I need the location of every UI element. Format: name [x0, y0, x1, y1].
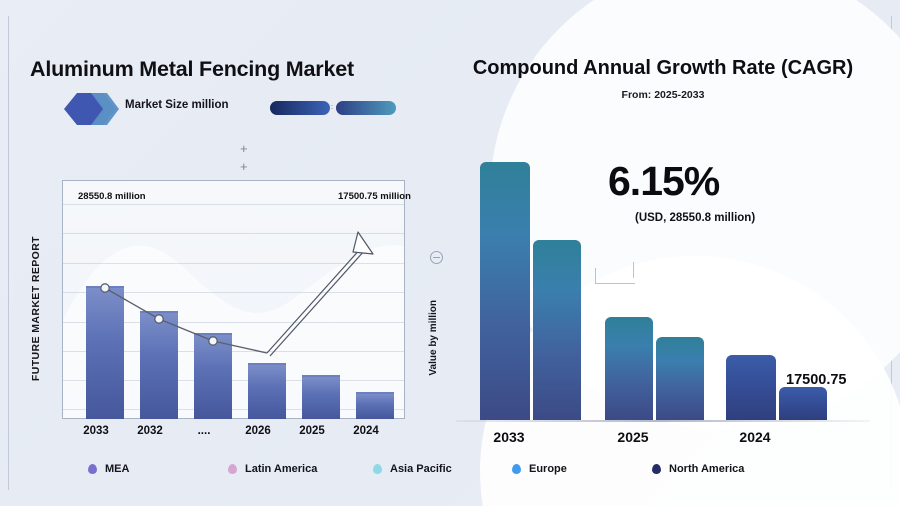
rbar-2033-a: [480, 162, 530, 420]
pointer-bracket-tail: [633, 262, 634, 278]
series-legend: MEA Latin America Asia Pacific Europe No…: [0, 463, 900, 489]
bar-2032: [140, 311, 178, 419]
minus-circle-icon: [430, 251, 443, 264]
x-tick-2026: 2026: [245, 425, 271, 437]
brand-axis-label: FUTURE MARKET REPORT: [30, 236, 42, 382]
right-end-value-label: 17500.75: [786, 372, 847, 388]
left-bars-group: [62, 180, 405, 419]
bar-2026: [248, 363, 286, 419]
legend-pill-separator: :: [331, 104, 333, 111]
y-axis-label: Value by million: [428, 300, 439, 376]
plus-marker-two: +: [240, 159, 248, 174]
legend-item-europe[interactable]: Europe: [512, 463, 567, 475]
plus-marker-one: +: [240, 141, 248, 156]
right-bars-group: [460, 140, 880, 420]
right-baseline: [456, 420, 870, 422]
cagr-title: Compound Annual Growth Rate (CAGR): [472, 57, 854, 79]
legend-pill-primary: [270, 101, 330, 115]
x-tick-2033: 2033: [83, 425, 109, 437]
cagr-subtitle: From: 2025-2033: [621, 89, 705, 101]
legend-item-north-america[interactable]: North America: [652, 463, 744, 475]
legend-pill-secondary: [336, 101, 396, 115]
rbar-2025-a: [605, 317, 653, 420]
legend-dot-icon-asia-pacific: [373, 464, 382, 474]
legend-item-asia-pacific[interactable]: Asia Pacific: [373, 463, 452, 475]
bar-2024: [356, 392, 394, 419]
rbar-2024-b: [779, 387, 827, 420]
bar-mid: [194, 333, 232, 419]
legend-label-europe: Europe: [529, 463, 567, 475]
legend-label-latin-america: Latin America: [245, 463, 318, 475]
legend-label-asia-pacific: Asia Pacific: [390, 463, 452, 475]
x-tick-2025: 2025: [299, 425, 325, 437]
legend-label-north-america: North America: [669, 463, 745, 475]
rbar-2024-a: [726, 355, 776, 420]
page-title: Aluminum Metal Fencing Market: [30, 57, 354, 81]
right-x-tick-2024: 2024: [739, 429, 771, 445]
growth-arrow-icon: [266, 231, 374, 357]
right-x-tick-2033: 2033: [493, 429, 525, 445]
x-tick-ellipsis: ....: [197, 425, 211, 437]
cagr-usd-note: (USD, 28550.8 million): [635, 212, 756, 224]
legend-item-latin-america[interactable]: Latin America: [228, 463, 317, 475]
hexagon-logo-icon: [64, 93, 119, 125]
pointer-bracket-shape: [595, 268, 635, 284]
legend-dot-icon-latin-america: [228, 464, 237, 474]
cagr-value: 6.15%: [608, 158, 720, 204]
legend-dot-icon-europe: [512, 464, 521, 474]
legend-item-mea[interactable]: MEA: [88, 463, 129, 475]
start-value-label: 28550.8 million: [78, 191, 146, 202]
x-tick-2032: 2032: [137, 425, 163, 437]
market-size-caption: Market Size million: [125, 99, 229, 111]
right-x-tick-2025: 2025: [617, 429, 649, 445]
rbar-2025-b: [656, 337, 704, 420]
legend-label-mea: MEA: [105, 463, 130, 475]
end-value-label: 17500.75 million: [338, 191, 411, 202]
x-tick-2024: 2024: [353, 425, 379, 437]
left-trend-line: [100, 283, 268, 354]
legend-dot-icon-mea: [88, 464, 97, 474]
right-chart-panel: Compound Annual Growth Rate (CAGR) From:…: [440, 0, 900, 455]
rbar-2033-b: [533, 240, 581, 420]
bar-2025: [302, 375, 340, 419]
left-chart-panel: Aluminum Metal Fencing Market Market Siz…: [0, 0, 455, 455]
legend-dot-icon-north-america: [652, 464, 661, 474]
left-divider: [8, 16, 9, 490]
